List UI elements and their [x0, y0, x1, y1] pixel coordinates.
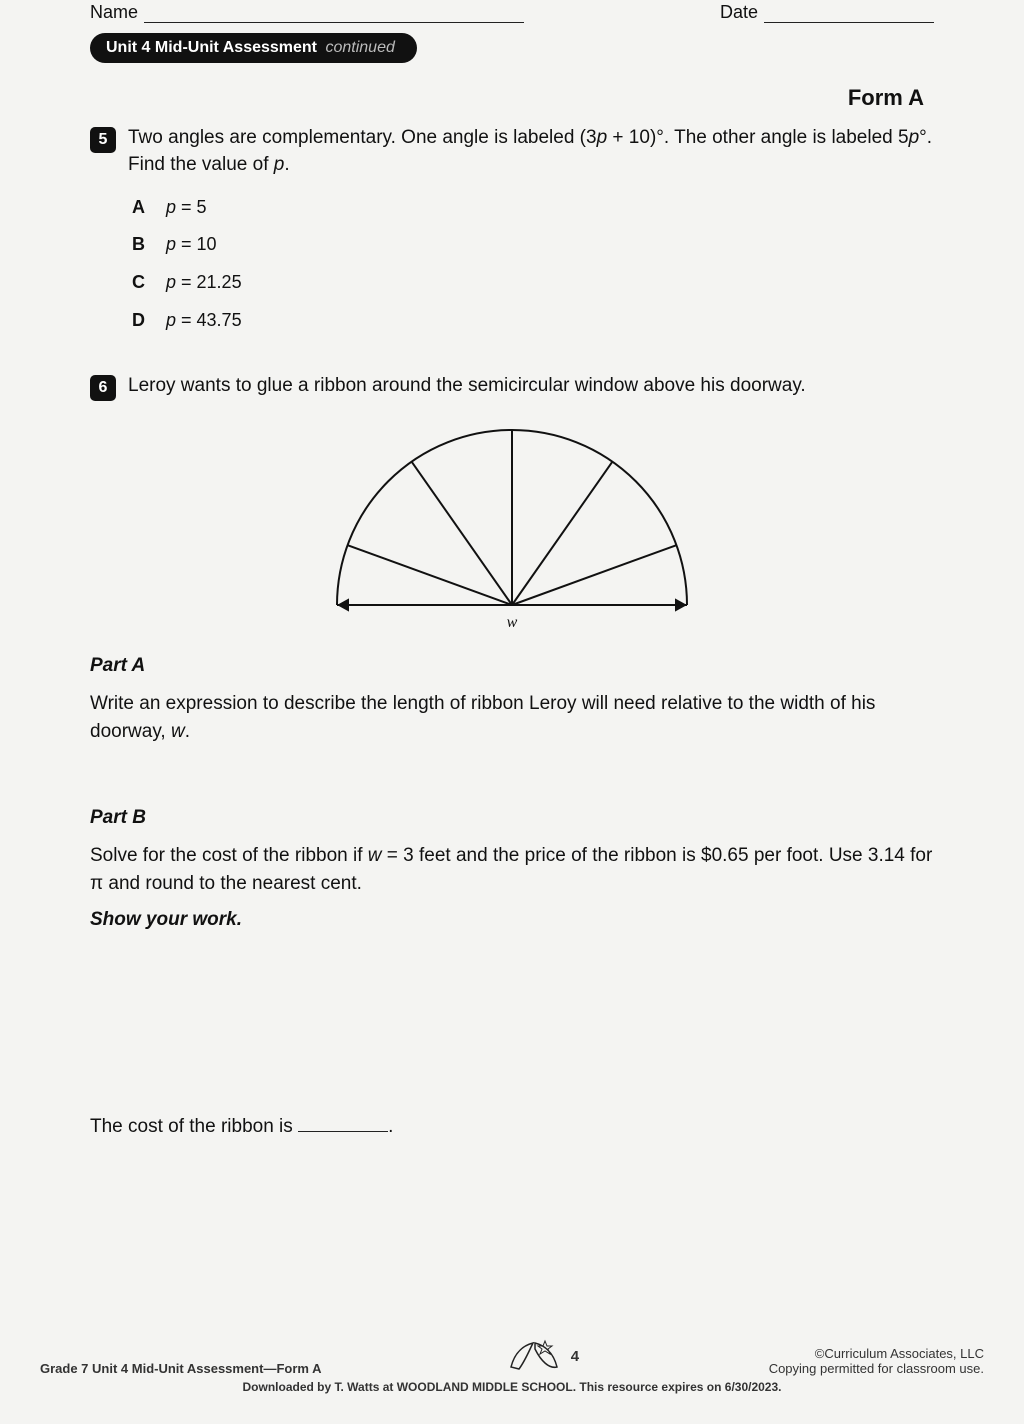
answer-blank[interactable]: [298, 1120, 388, 1132]
footer-copy-permitted: Copying permitted for classroom use.: [769, 1361, 984, 1376]
pa-var: w: [171, 721, 185, 742]
semicircle-svg: w: [312, 415, 712, 635]
page-footer: Grade 7 Unit 4 Mid-Unit Assessment—Form …: [40, 1339, 984, 1394]
choice-d[interactable]: D p = 43.75: [132, 308, 934, 334]
question-5-text: Two angles are complementary. One angle …: [128, 125, 934, 179]
date-label: Date: [720, 2, 758, 23]
unit-title: Mid-Unit Assessment: [155, 39, 317, 56]
footer-left: Grade 7 Unit 4 Mid-Unit Assessment—Form …: [40, 1361, 321, 1376]
q5-v2: p: [909, 127, 920, 148]
school-logo-icon: [505, 1339, 561, 1376]
choice-b[interactable]: B p = 10: [132, 232, 934, 258]
question-5: 5 Two angles are complementary. One angl…: [90, 125, 934, 333]
pa-t2: .: [185, 721, 190, 742]
choice-a-var: p: [166, 197, 176, 217]
answer-sentence: The cost of the ribbon is .: [90, 1114, 934, 1141]
show-your-work: Show your work.: [90, 907, 934, 934]
choice-c-letter: C: [132, 270, 152, 296]
choice-a-text: p = 5: [166, 195, 207, 221]
q5-t4: .: [284, 154, 289, 175]
question-number-5: 5: [90, 127, 116, 153]
choice-b-letter: B: [132, 232, 152, 258]
choice-d-eq: = 43.75: [176, 310, 242, 330]
footer-copyright: ©Curriculum Associates, LLC: [769, 1346, 984, 1361]
q5-choices: A p = 5 B p = 10 C p = 21.25 D p = 43.75: [132, 195, 934, 333]
choice-c-var: p: [166, 272, 176, 292]
name-label: Name: [90, 2, 138, 23]
unit-continued: continued: [325, 39, 394, 56]
choice-c-eq: = 21.25: [176, 272, 242, 292]
unit-number: Unit 4: [106, 39, 150, 56]
choice-b-eq: = 10: [176, 234, 217, 254]
answer-prefix: The cost of the ribbon is: [90, 1116, 298, 1137]
question-6: 6 Leroy wants to glue a ribbon around th…: [90, 373, 934, 1141]
part-b-text: Solve for the cost of the ribbon if w = …: [90, 842, 934, 897]
pb-var: w: [368, 845, 382, 866]
form-label: Form A: [90, 85, 924, 111]
pb-t1: Solve for the cost of the ribbon if: [90, 845, 368, 866]
answer-suffix: .: [388, 1116, 393, 1137]
choice-c[interactable]: C p = 21.25: [132, 270, 934, 296]
choice-b-var: p: [166, 234, 176, 254]
date-blank-line[interactable]: [764, 9, 934, 23]
part-b-label: Part B: [90, 805, 934, 832]
header-row: Name Date: [90, 0, 934, 23]
footer-center: 4: [321, 1339, 768, 1376]
question-number-6: 6: [90, 375, 116, 401]
question-6-text: Leroy wants to glue a ribbon around the …: [128, 373, 934, 401]
svg-text:w: w: [507, 614, 518, 631]
q5-v3: p: [274, 154, 285, 175]
choice-d-letter: D: [132, 308, 152, 334]
unit-pill: Unit 4 Mid-Unit Assessment continued: [90, 33, 417, 63]
q5-t1: Two angles are complementary. One angle …: [128, 127, 597, 148]
part-a-label: Part A: [90, 653, 934, 680]
q5-v1: p: [597, 127, 608, 148]
name-blank-line[interactable]: [144, 9, 524, 23]
choice-b-text: p = 10: [166, 232, 217, 258]
choice-d-var: p: [166, 310, 176, 330]
pa-t1: Write an expression to describe the leng…: [90, 693, 875, 742]
choice-d-text: p = 43.75: [166, 308, 242, 334]
semicircle-diagram: w: [90, 415, 934, 635]
name-field: Name: [90, 2, 524, 23]
choice-a[interactable]: A p = 5: [132, 195, 934, 221]
part-a-text: Write an expression to describe the leng…: [90, 690, 934, 745]
choice-c-text: p = 21.25: [166, 270, 242, 296]
q5-t2: + 10)°. The other angle is labeled 5: [607, 127, 908, 148]
footer-right: ©Curriculum Associates, LLC Copying perm…: [769, 1346, 984, 1376]
date-field: Date: [720, 2, 934, 23]
choice-a-eq: = 5: [176, 197, 207, 217]
footer-download-line: Downloaded by T. Watts at WOODLAND MIDDL…: [40, 1380, 984, 1394]
choice-a-letter: A: [132, 195, 152, 221]
page-number: 4: [565, 1346, 585, 1367]
